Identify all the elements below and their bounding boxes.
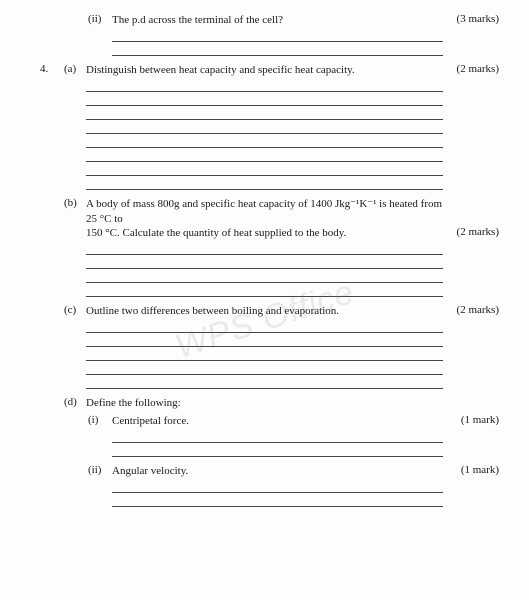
answer-line bbox=[86, 361, 443, 375]
q4d-i-row: (i) Centripetal force. (1 mark) bbox=[40, 414, 499, 429]
question-text: Angular velocity. bbox=[112, 464, 443, 479]
answer-line bbox=[112, 443, 443, 457]
q-prev-ii-row: (ii) The p.d across the terminal of the … bbox=[40, 13, 499, 28]
answer-line bbox=[86, 148, 443, 162]
marks-label: (3 marks) bbox=[443, 13, 499, 25]
marks-label: (1 mark) bbox=[443, 464, 499, 476]
answer-line bbox=[112, 479, 443, 493]
answer-line bbox=[86, 162, 443, 176]
answer-line bbox=[86, 134, 443, 148]
question-number: 4. bbox=[40, 63, 64, 75]
part-letter: (a) bbox=[64, 63, 86, 75]
question-text: Centripetal force. bbox=[112, 414, 443, 429]
question-text: Define the following: bbox=[86, 396, 443, 411]
answer-line bbox=[112, 493, 443, 507]
answer-line bbox=[86, 375, 443, 389]
q4c-row: (c) Outline two differences between boil… bbox=[40, 304, 499, 319]
question-text: Outline two differences between boiling … bbox=[86, 304, 443, 319]
answer-lines bbox=[86, 319, 443, 389]
answer-lines bbox=[112, 429, 443, 457]
question-text: Distinguish between heat capacity and sp… bbox=[86, 63, 443, 78]
answer-line bbox=[86, 319, 443, 333]
question-text: A body of mass 800g and specific heat ca… bbox=[86, 197, 443, 227]
answer-line bbox=[86, 78, 443, 92]
answer-line bbox=[112, 28, 443, 42]
q4b-row-1: (b) A body of mass 800g and specific hea… bbox=[40, 197, 499, 227]
answer-lines bbox=[112, 479, 443, 507]
answer-line bbox=[112, 429, 443, 443]
q4a-row: 4. (a) Distinguish between heat capacity… bbox=[40, 63, 499, 78]
answer-line bbox=[86, 333, 443, 347]
answer-line bbox=[86, 241, 443, 255]
answer-line bbox=[86, 269, 443, 283]
marks-label: (1 mark) bbox=[443, 414, 499, 426]
answer-line bbox=[86, 92, 443, 106]
question-text: 150 °C. Calculate the quantity of heat s… bbox=[86, 226, 443, 241]
roman-label: (ii) bbox=[86, 13, 112, 25]
answer-line bbox=[112, 42, 443, 56]
roman-label: (i) bbox=[86, 414, 112, 426]
marks-label: (2 marks) bbox=[443, 63, 499, 75]
part-letter: (b) bbox=[64, 197, 86, 209]
part-letter: (d) bbox=[64, 396, 86, 408]
q4d-row: (d) Define the following: bbox=[40, 396, 499, 411]
q4b-row-2: 150 °C. Calculate the quantity of heat s… bbox=[40, 226, 499, 241]
exam-page: WPS Office (ii) The p.d across the termi… bbox=[0, 0, 529, 517]
answer-lines bbox=[112, 28, 443, 56]
answer-lines bbox=[86, 78, 443, 190]
answer-line bbox=[86, 106, 443, 120]
answer-line bbox=[86, 120, 443, 134]
answer-lines bbox=[86, 241, 443, 297]
part-letter: (c) bbox=[64, 304, 86, 316]
answer-line bbox=[86, 283, 443, 297]
answer-line bbox=[86, 347, 443, 361]
marks-label: (2 marks) bbox=[443, 304, 499, 316]
marks-label: (2 marks) bbox=[443, 226, 499, 238]
answer-line bbox=[86, 176, 443, 190]
answer-line bbox=[86, 255, 443, 269]
question-text: The p.d across the terminal of the cell? bbox=[112, 13, 443, 28]
q4d-ii-row: (ii) Angular velocity. (1 mark) bbox=[40, 464, 499, 479]
roman-label: (ii) bbox=[86, 464, 112, 476]
